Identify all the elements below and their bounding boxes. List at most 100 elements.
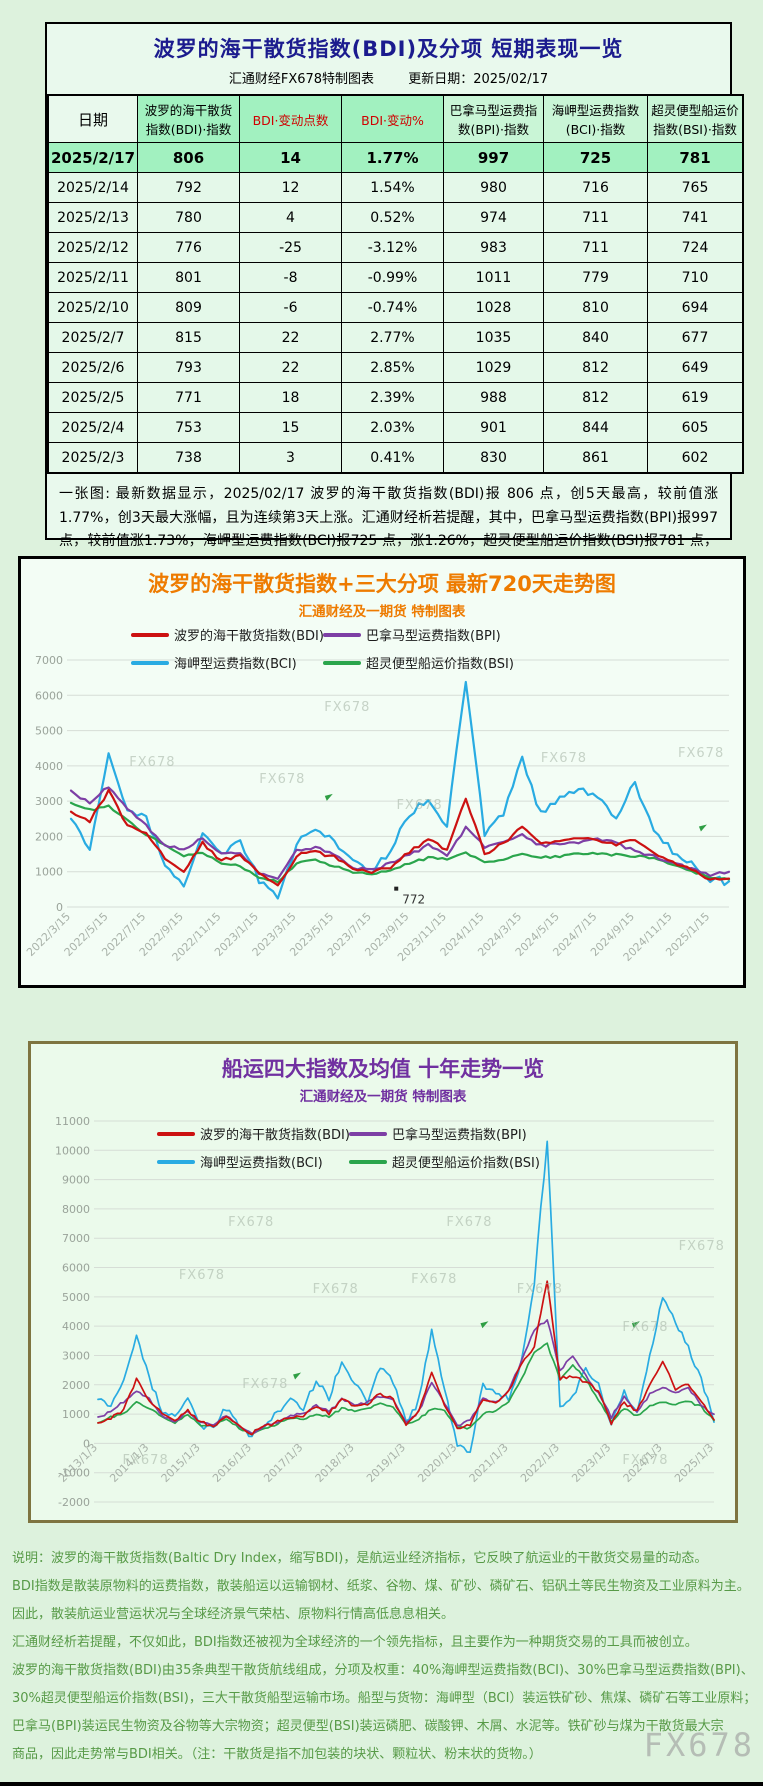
date-cell: 2025/2/11 [47, 262, 138, 293]
svg-text:2017/1/3: 2017/1/3 [261, 1441, 305, 1485]
footer-line: 汇通财经析若提醒，不仅如此，BDI指数还被视为全球经济的一个领先指标，且主要作为… [12, 1635, 698, 1650]
value-cell: 806 [137, 142, 240, 173]
footer-notes: 说明：波罗的海干散货指数(Baltic Dry Index，缩写BDI)，是航运… [12, 1545, 760, 1769]
chart-10y-canvas: -2000 -1000 0 1000 2000 3000 4000 5000 6000 7000 8… [55, 1115, 716, 1509]
svg-text:2019/1/3: 2019/1/3 [364, 1441, 408, 1485]
value-cell: 15 [239, 412, 342, 443]
legend-label: 海岬型运费指数(BCI) [200, 1156, 323, 1171]
svg-text:1000: 1000 [62, 1408, 90, 1421]
value-cell: 1028 [443, 292, 544, 323]
date-cell: 2025/2/5 [47, 382, 138, 413]
column-header-1: 波罗的海干散货指数(BDI)·指数 [137, 94, 240, 143]
value-cell: 974 [443, 202, 544, 233]
value-cell: 780 [137, 202, 240, 233]
value-cell: 781 [647, 142, 744, 173]
value-cell: 988 [443, 382, 544, 413]
svg-text:3000: 3000 [62, 1349, 90, 1362]
date-cell: 2025/2/3 [47, 442, 138, 474]
value-cell: 2.03% [341, 412, 444, 443]
legend-swatch [349, 1131, 387, 1136]
value-cell: 844 [543, 412, 648, 443]
legend-item: 海岬型运费指数(BCI) [157, 1152, 349, 1171]
legend-swatch [349, 1159, 387, 1164]
value-cell: 710 [647, 262, 744, 293]
svg-text:2025/1/3: 2025/1/3 [672, 1441, 716, 1485]
value-cell: 815 [137, 322, 240, 353]
table-update-date: 更新日期：2025/02/17 [408, 72, 549, 87]
value-cell: 980 [443, 172, 544, 203]
footer-line: BDI指数是散装原物料的运费指数，散装船运以运输钢材、纸浆、谷物、煤、矿砂、磷矿… [12, 1579, 750, 1594]
svg-text:2015/1/3: 2015/1/3 [159, 1441, 203, 1485]
date-cell: 2025/2/12 [47, 232, 138, 263]
value-cell: 711 [543, 232, 648, 263]
svg-text:2020/1/3: 2020/1/3 [415, 1441, 459, 1485]
svg-text:-1000: -1000 [58, 1467, 90, 1480]
svg-text:2018/1/3: 2018/1/3 [313, 1441, 357, 1485]
footer-line: 说明：波罗的海干散货指数(Baltic Dry Index，缩写BDI)，是航运… [12, 1551, 708, 1566]
value-cell: 741 [647, 202, 744, 233]
bdi-data-table: 日期 波罗的海干散货指数(BDI)·指数 BDI·变动点数 BDI·变动% 巴拿马型运费… [47, 94, 744, 474]
value-cell: 983 [443, 232, 544, 263]
value-cell: 753 [137, 412, 240, 443]
value-cell: 1029 [443, 352, 544, 383]
value-cell: 694 [647, 292, 744, 323]
svg-text:6000: 6000 [35, 689, 63, 702]
svg-text:2000: 2000 [35, 830, 63, 843]
legend-item: 超灵便型船运价指数(BSI) [349, 1152, 540, 1171]
footer-line: 商品，因此走势常与BDI相关。（注：干散货是指不加包装的块状、颗粒状、粉末状的货… [12, 1747, 542, 1762]
column-header-6: 超灵便型船运价指数(BSI)·指数 [647, 94, 744, 143]
column-header-4: 巴拿马型运费指数(BPI)·指数 [443, 94, 544, 143]
value-cell: 901 [443, 412, 544, 443]
value-cell: 997 [443, 142, 544, 173]
svg-text:5000: 5000 [35, 725, 63, 738]
footer-line: 巴拿马(BPI)装运民生物资及谷物等大宗物资；超灵便型(BSI)装运磷肥、碳酸钾… [12, 1719, 724, 1734]
table-row: 2025/2/12 776 -25 -3.12% 983 711 724 [47, 232, 744, 263]
value-cell: 0.52% [341, 202, 444, 233]
value-cell: 716 [543, 172, 648, 203]
date-cell: 2025/2/4 [47, 412, 138, 443]
column-header-5: 海岬型运费指数(BCI)·指数 [543, 94, 648, 143]
table-row: 2025/2/13 780 4 0.52% 974 711 741 [47, 202, 744, 233]
svg-text:2000: 2000 [62, 1379, 90, 1392]
value-cell: 765 [647, 172, 744, 203]
value-cell: 738 [137, 442, 240, 474]
value-cell: 810 [543, 292, 648, 323]
value-cell: -0.99% [341, 262, 444, 293]
svg-text:0: 0 [56, 901, 63, 914]
value-cell: -6 [239, 292, 342, 323]
chart-10y-panel: 船运四大指数及均值 十年走势一览 汇通财经及一期货 特制图表 波罗的海干散货指数… [28, 1041, 738, 1523]
fx678-logo-watermark: FX678 [643, 1726, 755, 1764]
value-cell: 861 [543, 442, 648, 474]
chart-720-canvas: 010002000300040005000600070002022/3/1520… [24, 654, 731, 964]
svg-text:2016/1/3: 2016/1/3 [210, 1441, 254, 1485]
date-cell: 2025/2/6 [47, 352, 138, 383]
value-cell: 725 [543, 142, 648, 173]
date-cell: 2025/2/14 [47, 172, 138, 203]
column-header-3: BDI·变动% [341, 94, 444, 143]
chart-10y-title: 船运四大指数及均值 十年走势一览 [221, 1057, 545, 1081]
table-row: 2025/2/7 815 22 2.77% 1035 840 677 [47, 322, 744, 353]
svg-text:0: 0 [83, 1437, 90, 1450]
value-cell: -3.12% [341, 232, 444, 263]
table-subtitle: 汇通财经FX678特制图表 更新日期：2025/02/17 [47, 68, 730, 87]
legend-swatch [157, 1131, 195, 1136]
value-cell: 677 [647, 322, 744, 353]
svg-text:5000: 5000 [62, 1291, 90, 1304]
value-cell: 2.85% [341, 352, 444, 383]
svg-text:2023/1/3: 2023/1/3 [569, 1441, 613, 1485]
chart-720-title: 波罗的海干散货指数+三大分项 最新720天走势图 [148, 572, 616, 596]
table-title: 波罗的海干散货指数(BDI)及分项 短期表现一览 [153, 37, 624, 61]
value-cell: -25 [239, 232, 342, 263]
date-cell: 2025/2/17 [47, 142, 138, 173]
legend-item: 波罗的海干散货指数(BDI) [157, 1124, 350, 1143]
legend-label: 巴拿马型运费指数(BPI) [392, 1128, 527, 1143]
svg-text:-2000: -2000 [58, 1496, 90, 1509]
value-cell: 1.77% [341, 142, 444, 173]
legend-swatch [131, 660, 169, 665]
legend-swatch [323, 632, 361, 637]
table-row: 2025/2/17 806 14 1.77% 997 725 781 [47, 142, 744, 173]
value-cell: 22 [239, 352, 342, 383]
value-cell: 801 [137, 262, 240, 293]
legend-swatch [131, 632, 169, 637]
legend-item: 巴拿马型运费指数(BPI) [323, 625, 514, 644]
